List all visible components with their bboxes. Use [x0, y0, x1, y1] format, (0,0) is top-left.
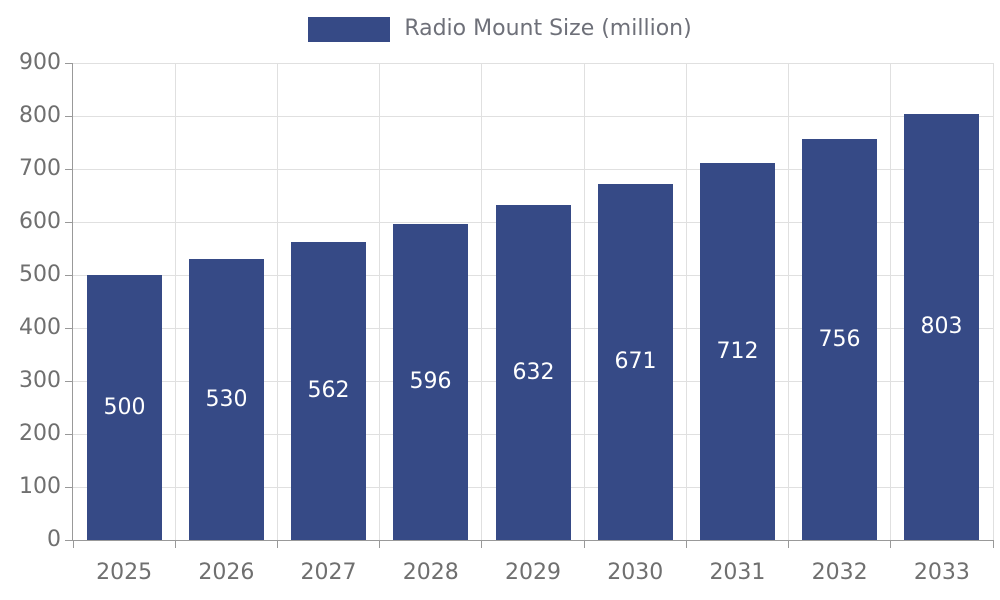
- gridline-vertical: [379, 63, 381, 540]
- bar-2028[interactable]: 596: [393, 224, 468, 540]
- y-axis-tick: [65, 539, 72, 541]
- gridline-vertical: [685, 63, 687, 540]
- gridline-vertical: [276, 63, 278, 540]
- x-axis-tick: [481, 540, 483, 548]
- bar-2025[interactable]: 500: [87, 275, 162, 540]
- gridline-vertical: [788, 63, 790, 540]
- y-axis-tick: [65, 115, 72, 117]
- y-axis-label: 500: [19, 262, 61, 287]
- x-axis-line: [65, 540, 993, 541]
- bar-2026[interactable]: 530: [189, 259, 264, 540]
- legend[interactable]: Radio Mount Size (million): [0, 15, 1000, 43]
- legend-swatch: [308, 16, 391, 42]
- y-axis-label: 0: [47, 527, 61, 552]
- y-axis-tick: [65, 62, 72, 64]
- bar-value-label: 632: [512, 359, 555, 385]
- x-axis-tick: [72, 540, 74, 548]
- gridline-vertical: [992, 63, 994, 540]
- y-axis-tick: [65, 274, 72, 276]
- y-axis-label: 300: [19, 368, 61, 393]
- x-axis-tick: [379, 540, 381, 548]
- bar-2030[interactable]: 671: [598, 184, 673, 540]
- y-axis-label: 600: [19, 209, 61, 234]
- bar-value-label: 803: [920, 314, 963, 339]
- bar-2027[interactable]: 562: [291, 242, 366, 540]
- x-axis-label: 2026: [198, 560, 255, 585]
- y-axis-tick: [65, 327, 72, 329]
- legend-label: Radio Mount Size (million): [404, 16, 692, 41]
- x-axis-label: 2028: [402, 560, 459, 585]
- x-axis-tick: [685, 540, 687, 548]
- x-axis-label: 2033: [913, 560, 970, 585]
- y-axis-label: 900: [19, 50, 61, 75]
- bar-value-label: 500: [103, 394, 146, 420]
- x-axis-label: 2032: [811, 560, 868, 585]
- y-axis-label: 800: [19, 103, 61, 128]
- x-axis-tick: [890, 540, 892, 548]
- x-axis-label: 2027: [300, 560, 357, 585]
- y-axis-tick: [65, 433, 72, 435]
- x-axis-tick: [276, 540, 278, 548]
- gridline-vertical: [481, 63, 483, 540]
- y-axis-tick: [65, 168, 72, 170]
- gridline-vertical: [890, 63, 892, 540]
- x-axis-tick: [992, 540, 994, 548]
- bar-2031[interactable]: 712: [700, 163, 775, 540]
- gridline-horizontal: [73, 168, 993, 170]
- gridline-vertical: [174, 63, 176, 540]
- bar-2029[interactable]: 632: [496, 205, 571, 540]
- plot-area: 0 100 200 300 400 500 600 700 800 900 500 2025 530 20…: [19, 50, 994, 585]
- y-axis-label: 100: [19, 474, 61, 499]
- x-axis-label: 2031: [709, 560, 766, 585]
- bar-value-label: 562: [307, 378, 350, 403]
- y-axis-tick: [65, 486, 72, 488]
- y-axis-tick: [65, 221, 72, 223]
- bar-value-label: 756: [818, 326, 861, 352]
- y-axis-tick: [65, 380, 72, 382]
- bar-value-label: 671: [614, 349, 657, 374]
- y-axis-line: [72, 63, 73, 540]
- x-axis-tick: [583, 540, 585, 548]
- y-axis-label: 400: [19, 315, 61, 340]
- x-axis-tick: [788, 540, 790, 548]
- y-axis-label: 200: [19, 421, 61, 446]
- bar-value-label: 596: [409, 369, 452, 394]
- gridline-horizontal: [73, 62, 993, 64]
- x-axis-label: 2025: [96, 560, 153, 585]
- gridline-horizontal: [73, 115, 993, 117]
- bar-2033[interactable]: 803: [904, 114, 979, 540]
- bar-2032[interactable]: 756: [802, 139, 877, 540]
- x-axis-label: 2029: [504, 560, 561, 585]
- bar-value-label: 712: [716, 338, 759, 364]
- x-axis-tick: [174, 540, 176, 548]
- bar-value-label: 530: [205, 386, 248, 412]
- x-axis-label: 2030: [607, 560, 664, 585]
- gridline-vertical: [583, 63, 585, 540]
- y-axis-label: 700: [19, 156, 61, 181]
